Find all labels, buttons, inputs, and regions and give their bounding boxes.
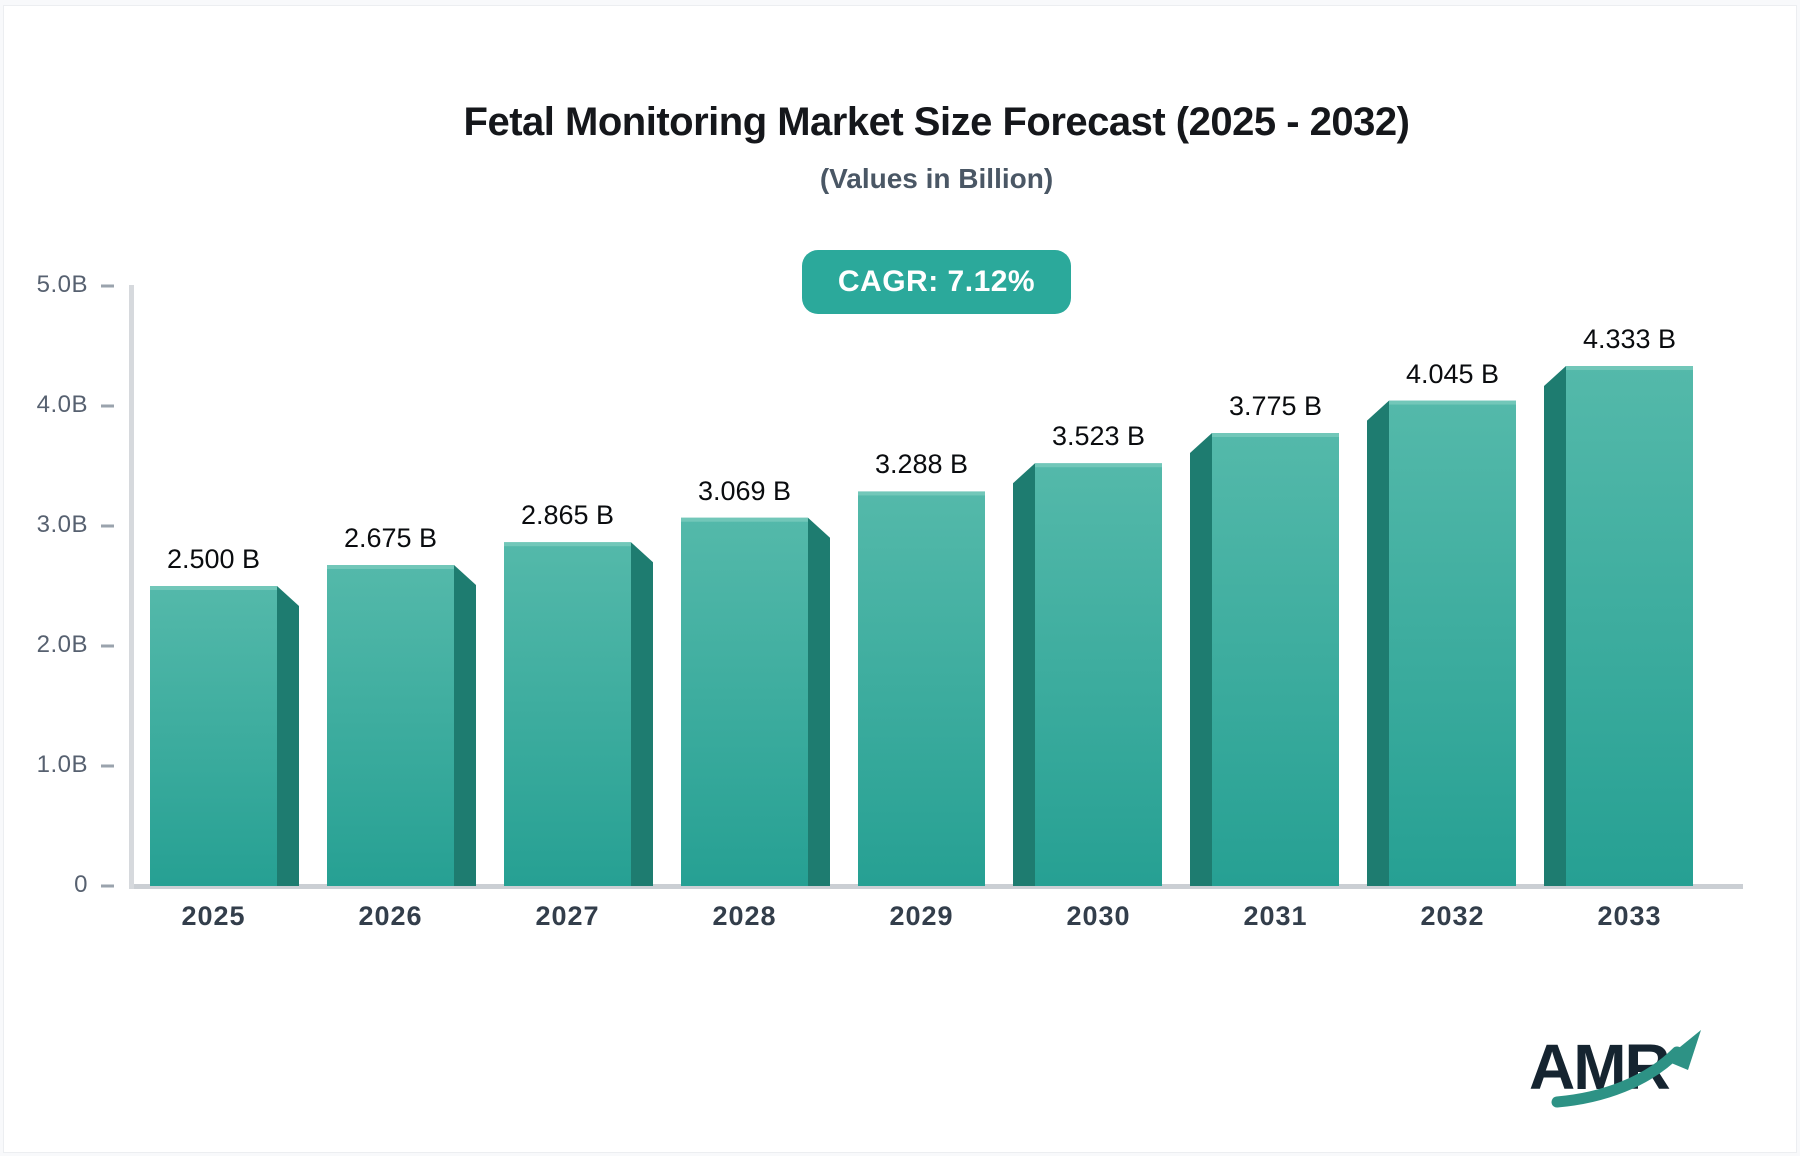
bar-top-highlight <box>327 565 454 569</box>
bar-2031[interactable] <box>1212 433 1339 886</box>
y-tick-dash <box>101 524 114 528</box>
bar-2025[interactable] <box>150 586 277 886</box>
y-axis-line <box>129 285 134 889</box>
bar-side-2033 <box>1544 366 1566 886</box>
bar-top-highlight <box>858 491 985 496</box>
x-axis-line <box>129 884 1743 889</box>
bar-top-highlight <box>681 517 808 522</box>
bar-top-highlight <box>1566 366 1693 371</box>
bar-2028[interactable] <box>681 517 808 886</box>
y-tick-dash <box>101 644 114 648</box>
bar-top-highlight <box>1035 463 1162 468</box>
y-tick-dash <box>101 284 114 288</box>
y-tick-dash <box>101 404 114 408</box>
bar-top-highlight <box>1389 400 1516 405</box>
bar-2027[interactable] <box>504 542 631 886</box>
bar-side-2027 <box>631 542 653 886</box>
bar-side-2031 <box>1190 433 1212 886</box>
bar-side-2030 <box>1013 463 1035 886</box>
bar-2033[interactable] <box>1566 366 1693 886</box>
bar-side-2028 <box>808 517 830 886</box>
bar-2032[interactable] <box>1389 400 1516 886</box>
bar-side-2025 <box>277 586 299 886</box>
bar-top-highlight <box>150 586 277 590</box>
bar-2029[interactable] <box>858 491 985 886</box>
y-tick-dash <box>101 884 114 888</box>
chart-subtitle: (Values in Billion) <box>819 163 1054 194</box>
bar-side-2026 <box>454 565 476 886</box>
chart-title: Fetal Monitoring Market Size Forecast (2… <box>463 100 1410 144</box>
bar-2030[interactable] <box>1035 463 1162 886</box>
bar-2026[interactable] <box>327 565 454 886</box>
bar-top-highlight <box>504 542 631 547</box>
bar-top-highlight <box>1212 433 1339 437</box>
bar-side-2032 <box>1367 400 1389 886</box>
y-tick-dash <box>101 764 114 768</box>
amr-logo-arrow-icon <box>1551 1030 1701 1108</box>
cagr-badge-wrap: CAGR: 7.12% <box>130 250 1743 314</box>
cagr-badge: CAGR: 7.12% <box>801 250 1072 314</box>
